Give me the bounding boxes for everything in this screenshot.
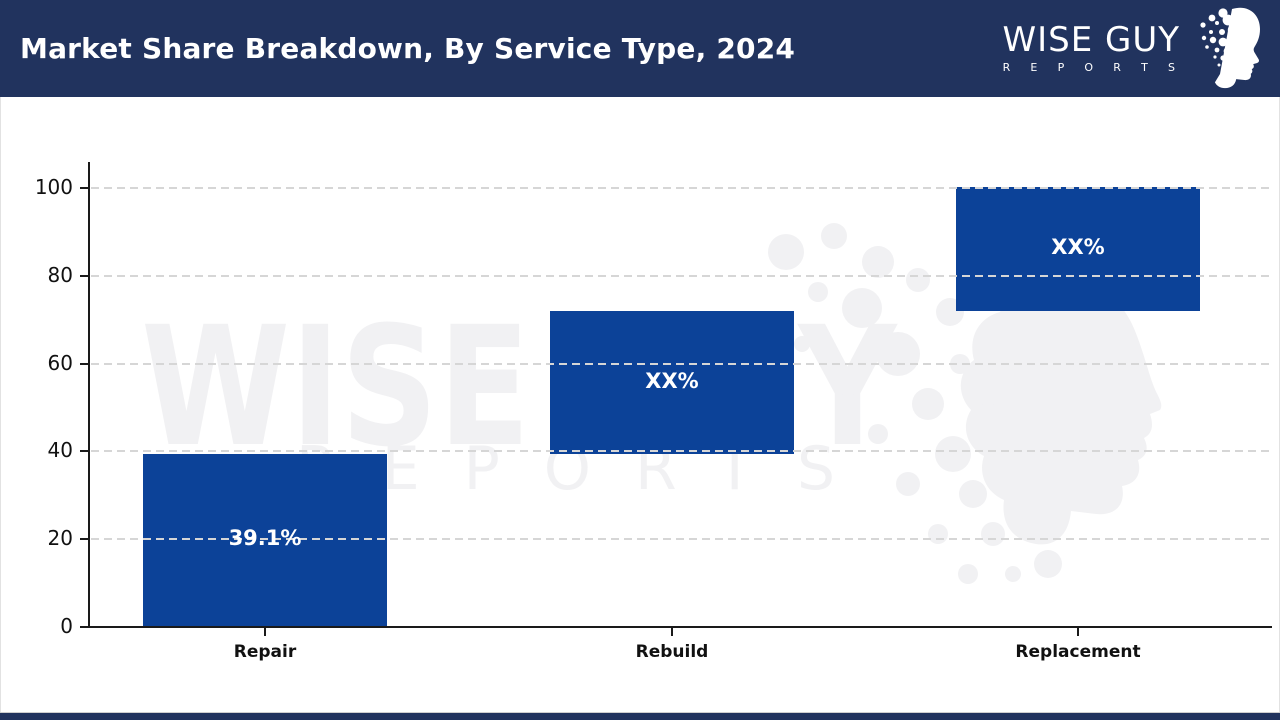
wise-guy-head-icon <box>1190 4 1266 94</box>
x-axis-line <box>88 626 1272 628</box>
logo-wordmark: WISE GUY <box>1002 20 1181 60</box>
y-axis-line <box>88 162 90 628</box>
bar-replacement <box>956 187 1200 311</box>
bar-value-label: 39.1% <box>228 526 302 551</box>
y-tick-label: 100 <box>34 175 73 199</box>
wise-guy-logo: WISE GUY R E P O R T S <box>999 4 1266 94</box>
x-tick-mark <box>1077 628 1079 636</box>
y-tick-mark <box>80 626 89 628</box>
gridline <box>91 363 1272 365</box>
y-tick-label: 80 <box>47 263 73 287</box>
watermark-head-icon <box>756 222 1186 626</box>
y-tick-mark <box>80 187 89 189</box>
bar-rebuild <box>550 310 794 455</box>
x-axis-label: Rebuild <box>635 642 709 662</box>
waterfall-chart: WISE GUY REPORTS 0 20 40 60 80 100 39.1% Repai <box>0 97 1280 712</box>
y-tick-label: 40 <box>47 438 73 462</box>
bar-repair <box>143 454 387 626</box>
x-tick-mark <box>671 628 673 636</box>
header-bar: Market Share Breakdown, By Service Type,… <box>0 0 1280 97</box>
x-tick-mark <box>264 628 266 636</box>
gridline <box>91 450 1272 452</box>
logo-reports-label: R E P O R T S <box>1002 61 1184 74</box>
y-tick-mark <box>80 538 89 540</box>
y-tick-mark <box>80 450 89 452</box>
y-tick-mark <box>80 275 89 277</box>
y-tick-mark <box>80 363 89 365</box>
page-title: Market Share Breakdown, By Service Type,… <box>20 32 796 65</box>
y-tick-label: 60 <box>47 351 73 375</box>
bar-value-label: XX% <box>1051 234 1105 259</box>
footer-bar <box>0 712 1280 720</box>
gridline <box>91 538 1272 540</box>
gridline <box>91 187 1272 189</box>
bar-value-label: XX% <box>645 368 699 393</box>
gridline <box>91 275 1272 277</box>
y-tick-label: 20 <box>47 526 73 550</box>
y-tick-label: 0 <box>60 614 73 638</box>
x-axis-label: Repair <box>233 642 297 662</box>
x-axis-label: Replacement <box>1015 642 1141 662</box>
